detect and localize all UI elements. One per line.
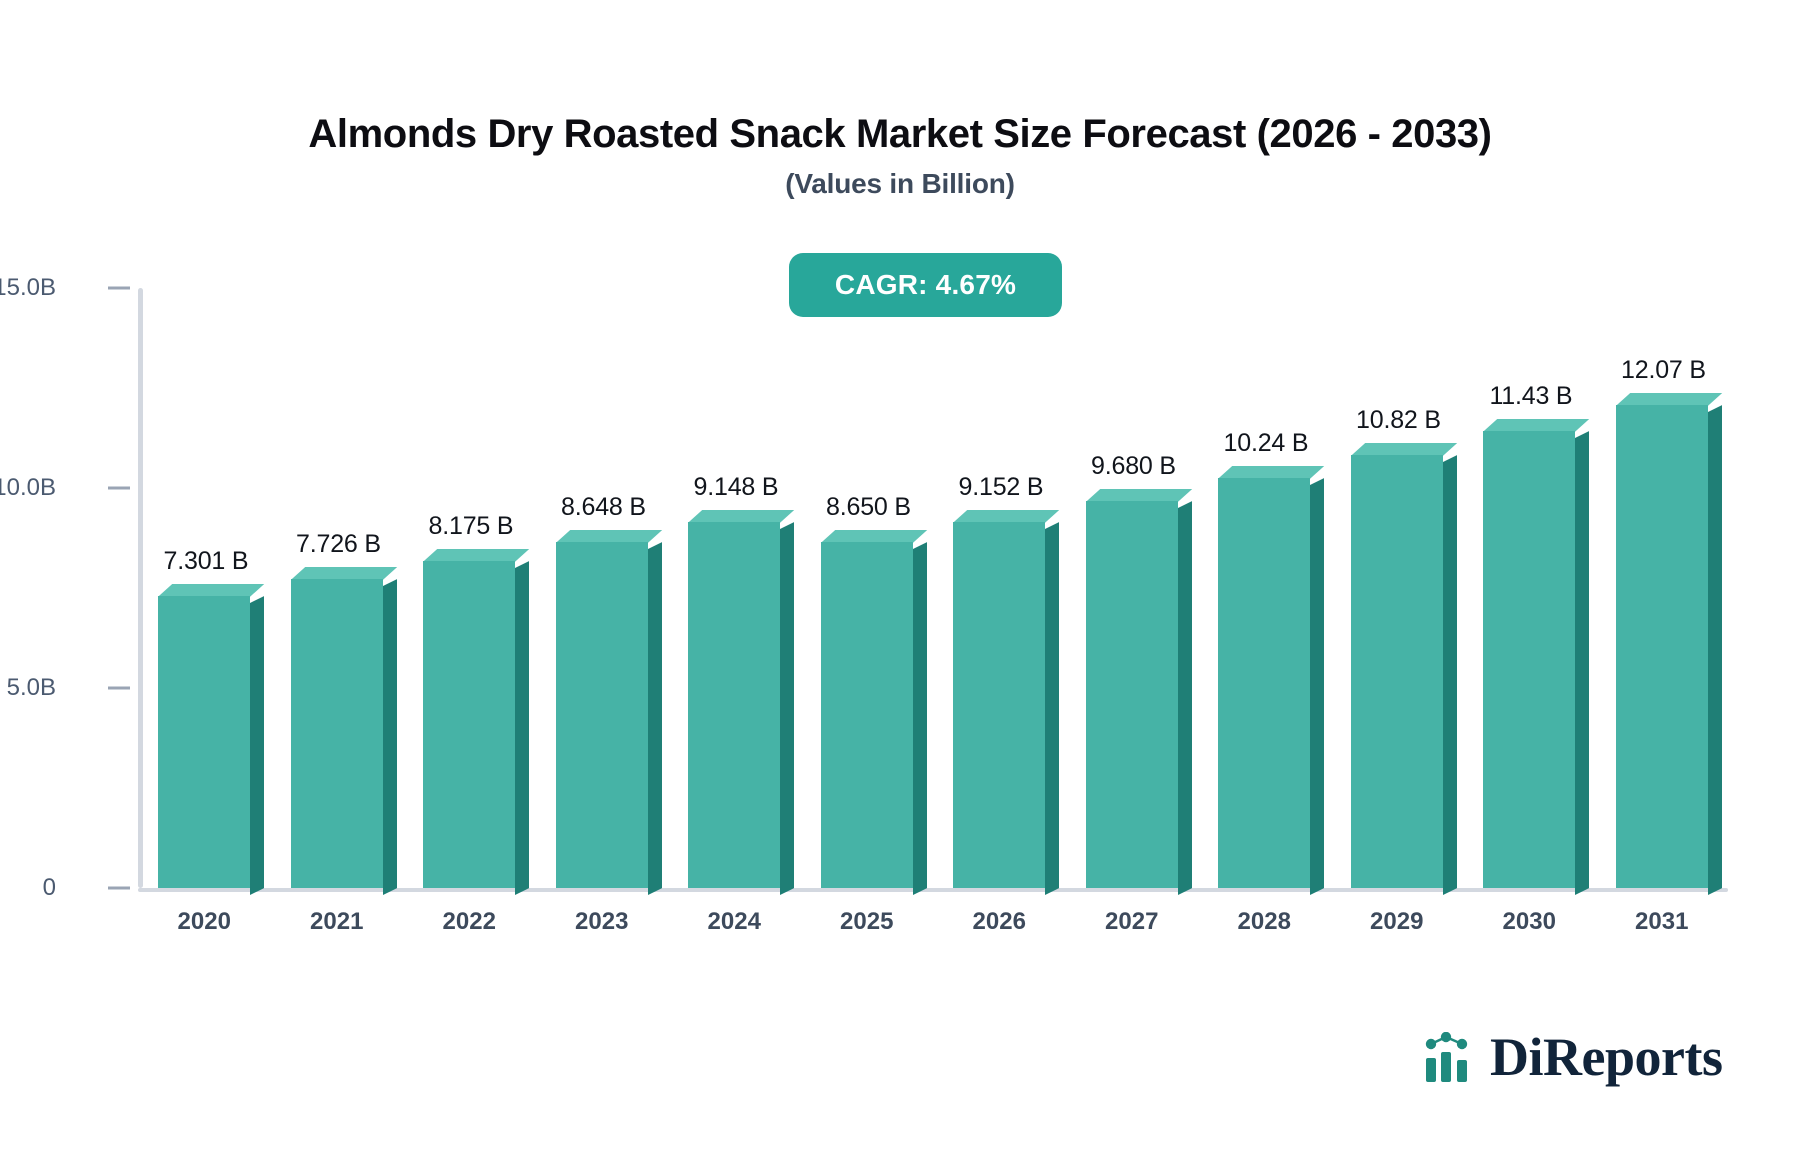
plot-area: 7.301 B 7.726 B 8.175 B 8.648 B 9.148 B 8.650… <box>0 274 1728 935</box>
bar-value-label: 7.726 B <box>296 529 381 558</box>
bar-front-face <box>688 522 781 888</box>
x-axis-tick-2025: 2025 <box>840 908 894 935</box>
x-axis-tick-2024: 2024 <box>707 908 761 935</box>
bar-2031[interactable]: 12.07 B <box>1615 356 1722 895</box>
bar-front-face <box>953 521 1046 888</box>
bar-side-face <box>1045 522 1060 895</box>
y-axis-tick-label: 0 <box>42 874 56 901</box>
x-axis-tick-2022: 2022 <box>442 908 496 935</box>
cagr-badge-label: CAGR: 4.67% <box>834 269 1017 300</box>
bar-2022[interactable]: 8.175 B <box>423 512 530 895</box>
bar-2026[interactable]: 9.152 B <box>953 473 1060 895</box>
bar-value-label: 8.650 B <box>826 493 911 521</box>
x-axis-tick-2026: 2026 <box>972 908 1026 935</box>
bar-2029[interactable]: 10.82 B <box>1350 406 1457 895</box>
bar-front-face <box>158 595 251 888</box>
bar-side-face <box>515 561 530 895</box>
bar-front-face <box>1615 405 1708 888</box>
bar-2021[interactable]: 7.726 B <box>290 530 397 895</box>
y-axis-line <box>138 288 143 888</box>
bar-2027[interactable]: 9.680 B <box>1085 452 1192 895</box>
bar-side-face <box>647 542 662 895</box>
chart-subtitle: (Values in Billion) <box>785 168 1015 199</box>
bar-side-face <box>382 579 397 895</box>
cagr-badge: CAGR: 4.67% <box>789 253 1062 317</box>
bar-chart-logo-icon <box>1425 1032 1468 1082</box>
bar-front-face <box>820 542 913 888</box>
bar-value-label: 8.175 B <box>428 512 514 540</box>
bar-front-face <box>1085 500 1178 888</box>
bar-side-face <box>1310 478 1325 895</box>
y-axis-tick-label: 15.0B <box>0 274 56 301</box>
bar-side-face <box>1177 500 1192 895</box>
x-axis-tick-2020: 2020 <box>177 908 231 935</box>
x-axis-tick-2021: 2021 <box>310 908 364 935</box>
bar-front-face <box>1483 430 1576 888</box>
y-axis-tick-label: 10.0B <box>0 474 56 501</box>
bar-value-label: 10.82 B <box>1356 406 1441 435</box>
y-axis-tick-mark <box>108 686 130 690</box>
bar-value-label: 9.680 B <box>1091 451 1176 480</box>
bar-value-label: 11.43 B <box>1489 381 1573 410</box>
y-axis-tick-mark <box>108 886 130 890</box>
direports-logo: DiReports <box>1424 1027 1723 1087</box>
bar-2028[interactable]: 10.24 B <box>1218 429 1325 895</box>
x-axis-tick-2028: 2028 <box>1237 908 1291 935</box>
bar-front-face <box>290 578 383 888</box>
bar-front-face <box>555 542 648 888</box>
bar-side-face <box>912 542 927 895</box>
logo-text: DiReports <box>1490 1027 1723 1087</box>
bar-side-face <box>780 522 795 895</box>
bar-front-face <box>423 561 516 888</box>
bar-value-label: 12.07 B <box>1621 356 1706 385</box>
y-axis-tick-label: 5.0B <box>6 674 56 701</box>
x-axis-tick-2031: 2031 <box>1635 908 1689 935</box>
bar-series: 7.301 B 7.726 B 8.175 B 8.648 B 9.148 B 8.650… <box>138 288 1728 895</box>
bar-value-label: 9.148 B <box>693 473 779 502</box>
x-axis-line <box>138 888 1728 892</box>
y-axis-tick-mark <box>108 486 130 490</box>
bar-value-label: 10.24 B <box>1223 429 1309 458</box>
bar-front-face <box>1218 478 1311 888</box>
y-axis-tick-mark <box>108 286 130 290</box>
page-title: Almonds Dry Roasted Snack Market Size Fo… <box>308 112 1492 156</box>
bar-2025[interactable]: 8.650 B <box>820 493 927 895</box>
x-axis-tick-2029: 2029 <box>1370 908 1424 935</box>
x-axis-tick-2030: 2030 <box>1502 908 1556 935</box>
x-axis-tick-2027: 2027 <box>1105 908 1159 935</box>
bar-value-label: 8.648 B <box>561 493 646 522</box>
bar-value-label: 7.301 B <box>163 546 249 575</box>
bar-2030[interactable]: 11.43 B <box>1483 382 1590 895</box>
bar-2023[interactable]: 8.648 B <box>555 493 662 895</box>
bar-side-face <box>1707 405 1722 895</box>
bar-side-face <box>1442 455 1457 895</box>
bar-side-face <box>250 596 265 895</box>
bar-2024[interactable]: 9.148 B <box>688 473 795 895</box>
x-axis-tick-2023: 2023 <box>575 908 629 935</box>
bar-value-label: 9.152 B <box>958 472 1044 501</box>
bar-side-face <box>1575 430 1590 895</box>
bar-2020[interactable]: 7.301 B <box>158 547 265 895</box>
bar-front-face <box>1350 455 1443 888</box>
